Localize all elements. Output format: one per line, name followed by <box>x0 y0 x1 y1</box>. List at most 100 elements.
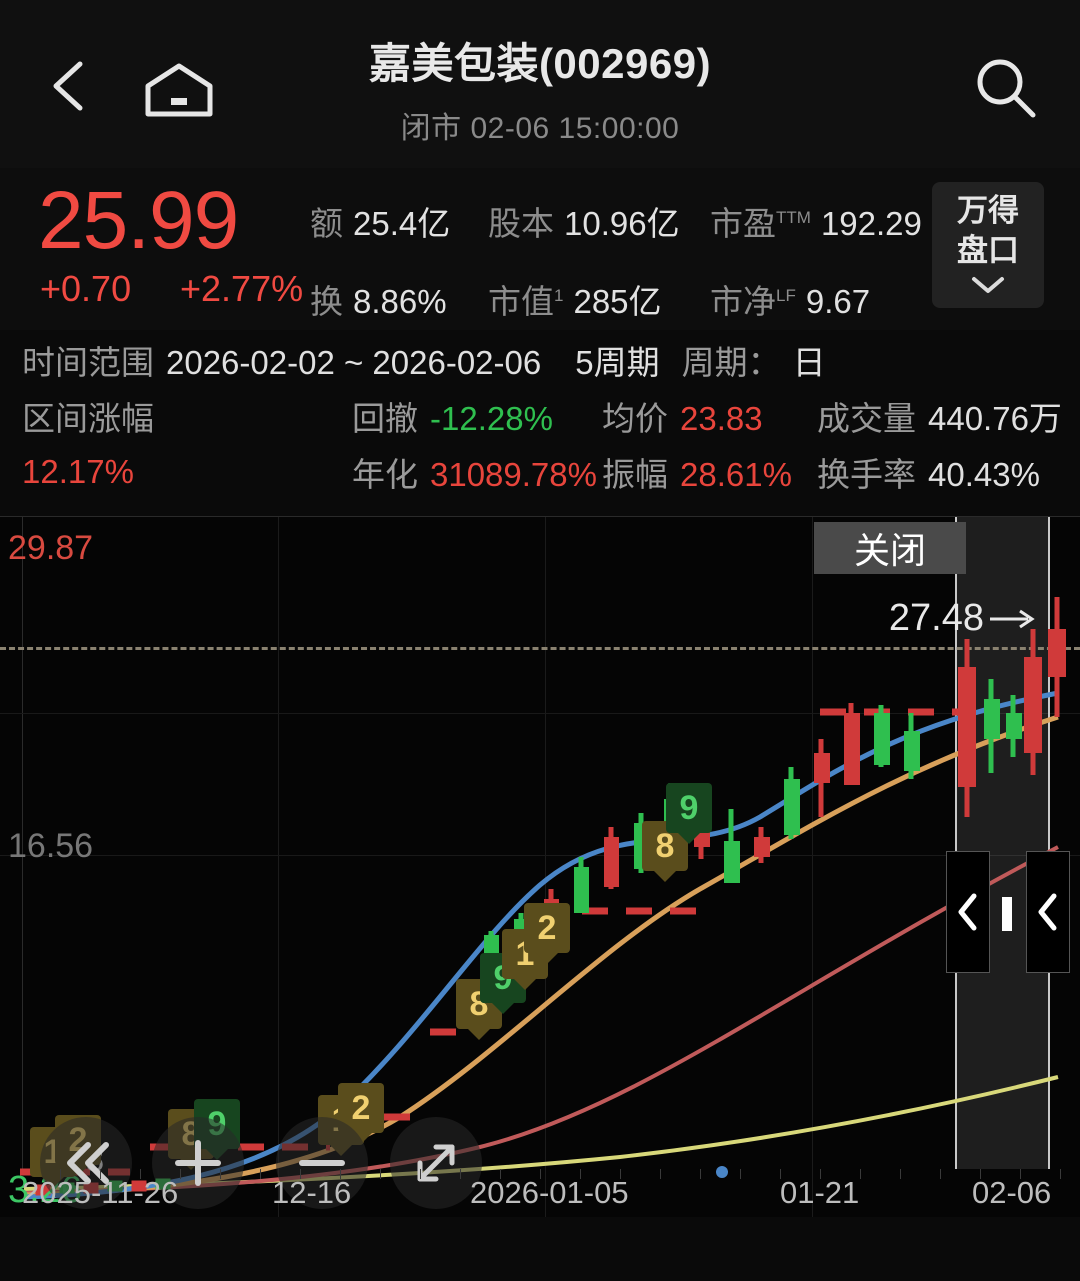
gridline-vertical <box>812 517 813 1217</box>
y-axis-label-mid: 16.56 <box>8 827 94 865</box>
gridline-horizontal <box>0 855 1080 856</box>
plus-icon <box>175 1140 221 1186</box>
stat-marketcap: 市值 1 285亿 <box>488 275 710 323</box>
close-button-label: 关闭 <box>853 530 926 571</box>
wind-orderbook-line1: 万得 <box>957 192 1019 228</box>
amplitude-group: 振幅 28.61% <box>602 448 817 496</box>
drawdown-group: 回撤 -12.28% <box>352 392 602 440</box>
signal-marker[interactable]: 2 <box>524 903 570 964</box>
time-range-label: 时间范围 <box>22 344 154 381</box>
stat-turnover-value: 8.86% <box>353 283 447 320</box>
page-title: 嘉美包装(002969) <box>368 40 712 87</box>
search-button[interactable] <box>970 52 1042 124</box>
volume-label: 成交量 <box>817 400 916 437</box>
info-row-metrics-1: 区间涨幅 回撤 -12.28% 均价 23.83 成交量 440.76万 <box>0 388 1080 444</box>
volume-value: 440.76万 <box>928 400 1062 437</box>
home-button[interactable] <box>140 62 218 118</box>
stat-amount-value: 25.4亿 <box>353 205 451 242</box>
wind-orderbook-line2: 盘口 <box>957 232 1019 268</box>
market-status: 闭市 02-06 15:00:00 <box>400 112 680 145</box>
signal-marker-label: 2 <box>524 903 570 964</box>
close-button[interactable]: 关闭 <box>814 522 966 574</box>
y-axis-label-top: 29.87 <box>8 529 94 567</box>
interval-gain-value-group: 12.17% <box>22 453 352 491</box>
stat-pb: 市净 LF 9.67 <box>710 275 910 323</box>
amplitude-value: 28.61% <box>680 456 792 493</box>
x-axis-label: 02-06 <box>972 1175 1052 1210</box>
info-row-metrics-2: 12.17% 年化 31089.78% 振幅 28.61% 换手率 40.43% <box>0 444 1080 500</box>
stat-turnover-label: 换 <box>310 283 343 320</box>
avg-price-value: 23.83 <box>680 400 763 437</box>
range-handle-middle[interactable] <box>1002 897 1012 931</box>
amplitude-label: 振幅 <box>602 456 668 493</box>
stat-pe-value: 192.29 <box>820 205 922 242</box>
y-axis-line <box>22 517 23 1169</box>
zoom-in-button[interactable] <box>152 1117 244 1209</box>
stat-marketcap-sup: 1 <box>554 286 564 305</box>
zoom-out-button[interactable] <box>276 1117 368 1209</box>
range-handle-left[interactable] <box>946 851 990 973</box>
reference-price-line <box>0 647 1080 650</box>
turnover-rate-label: 换手率 <box>817 456 916 493</box>
chevron-left-icon <box>53 61 83 111</box>
expand-button[interactable] <box>390 1117 482 1209</box>
time-range-value: 2026-02-02 ~ 2026-02-06 <box>166 344 542 381</box>
range-selection-edge-right[interactable] <box>1048 517 1050 1169</box>
chart-point-marker <box>716 1166 728 1178</box>
candlestick-chart[interactable]: 29.87 16.56 3.68 3.26 关闭 27.48 <box>0 516 1080 1217</box>
time-range-group: 时间范围 2026-02-02 ~ 2026-02-06 <box>22 336 541 384</box>
annualized-group: 年化 31089.78% <box>352 448 602 496</box>
stat-shares: 股本 10.96亿 <box>488 197 710 245</box>
cycle-value: 日 <box>792 344 826 381</box>
signal-marker[interactable]: 8 <box>642 821 688 882</box>
range-handle-right[interactable] <box>1026 851 1070 973</box>
last-price: 25.99 <box>38 175 239 266</box>
gridline-horizontal <box>0 713 1080 714</box>
quote-stats-grid: 额 25.4亿 股本 10.96亿 市盈 TTM 192.29 换 8.86% <box>310 182 922 338</box>
interval-gain-value: 12.17% <box>22 453 134 490</box>
search-icon <box>977 59 1036 118</box>
x-axis: 2025-11-26 12-16 2026-01-05 01-21 02-06 <box>0 1169 1080 1217</box>
candlestick-series <box>35 597 1066 1196</box>
price-change-percent: +2.77% <box>180 268 304 309</box>
stat-amount-label: 额 <box>310 205 343 242</box>
x-axis-label: 2025-11-26 <box>22 1175 179 1210</box>
x-axis-label: 2026-01-05 <box>470 1175 629 1210</box>
stat-pe-label: 市盈 <box>710 205 776 242</box>
interval-gain-group: 区间涨幅 <box>22 392 352 440</box>
gridline-vertical <box>545 517 546 1217</box>
chevron-down-icon <box>970 275 1006 300</box>
expand-arrows-icon <box>417 1144 455 1182</box>
range-selection-edge-left[interactable] <box>955 517 957 1169</box>
signal-marker[interactable]: 2 <box>338 1083 384 1144</box>
period-count: 5周期 <box>575 344 660 381</box>
wind-orderbook-button[interactable]: 万得 盘口 <box>932 182 1044 308</box>
stat-pb-sup: LF <box>776 286 796 305</box>
annualized-value: 31089.78% <box>430 456 597 493</box>
cycle-group: 周期： 日 <box>682 336 826 384</box>
ma-line-blue <box>23 690 1059 1200</box>
back-button[interactable] <box>46 58 94 114</box>
chevron-left-icon <box>958 893 977 931</box>
stat-turnover: 换 8.86% <box>310 275 488 323</box>
header-title-block: 嘉美包装(002969) 闭市 02-06 15:00:00 <box>0 30 1080 147</box>
x-axis-label: 12-16 <box>272 1175 352 1210</box>
arrow-right-icon <box>990 609 1035 628</box>
stat-marketcap-label: 市值 <box>488 283 554 320</box>
drawdown-value: -12.28% <box>430 400 553 437</box>
turnover-rate-group: 换手率 40.43% <box>817 448 1040 496</box>
range-info-panel: 时间范围 2026-02-02 ~ 2026-02-06 5周期 周期： 日 区… <box>0 330 1080 508</box>
signal-marker[interactable]: 9 <box>666 783 712 844</box>
minus-icon <box>299 1160 345 1166</box>
quote-stats-row-1: 额 25.4亿 股本 10.96亿 市盈 TTM 192.29 <box>310 182 922 260</box>
stat-amount: 额 25.4亿 <box>310 197 488 245</box>
chevron-left-icon <box>1038 893 1057 931</box>
quote-panel: 25.99 +0.70 +2.77% 额 25.4亿 股本 10.96亿 市盈 T… <box>0 168 1080 330</box>
gridline-vertical <box>278 517 279 1217</box>
current-price-tag-value: 27.48 <box>888 597 984 639</box>
turnover-rate-value: 40.43% <box>928 456 1040 493</box>
stat-pb-value: 9.67 <box>805 283 871 320</box>
range-selection-band[interactable] <box>955 517 1050 1169</box>
current-price-tag: 27.48 <box>889 597 1036 640</box>
